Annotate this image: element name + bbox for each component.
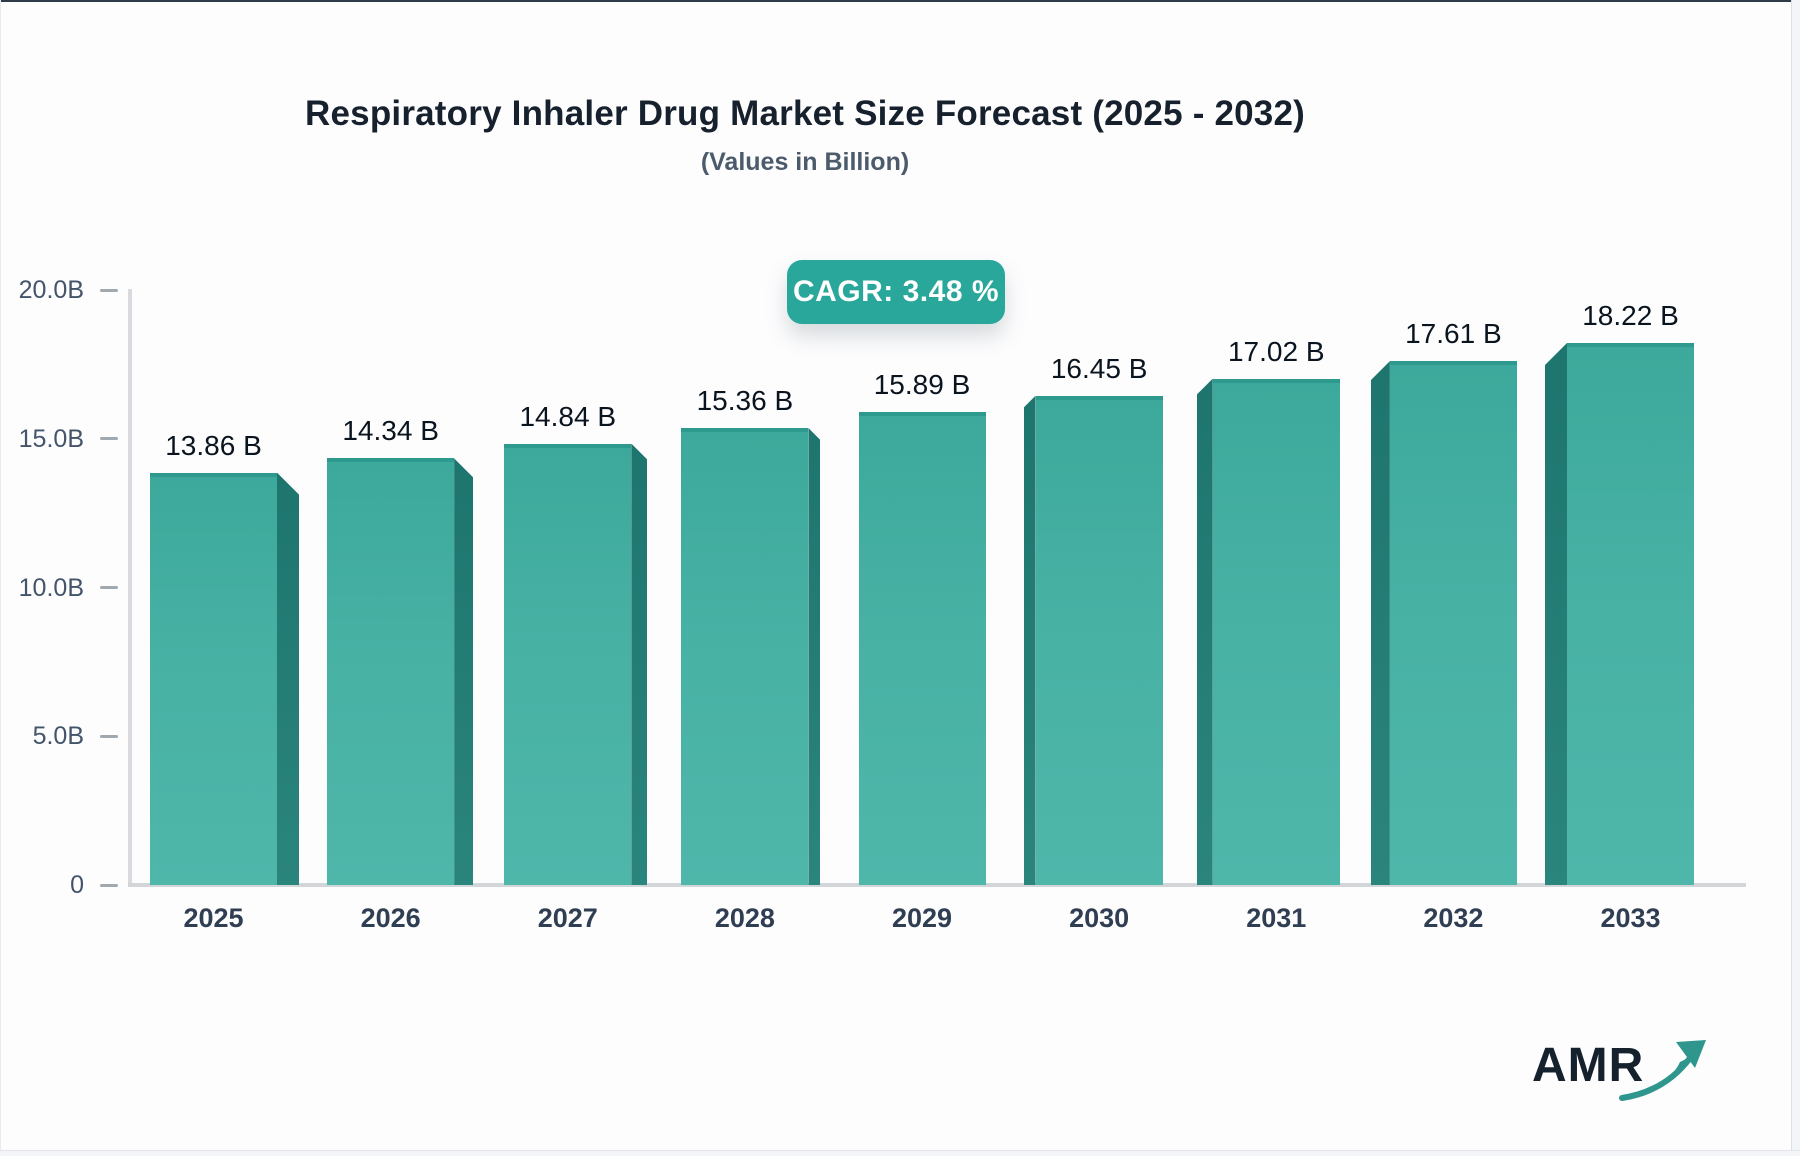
bar-side-3d bbox=[808, 428, 821, 885]
bar-2028 bbox=[681, 428, 821, 885]
bar-face bbox=[681, 428, 809, 885]
bar-side-3d bbox=[631, 443, 648, 885]
frame-right-edge bbox=[1791, 0, 1800, 1156]
y-tick-mark bbox=[100, 437, 118, 441]
bar-value-label: 17.61 B bbox=[1405, 318, 1502, 350]
frame-left-edge bbox=[0, 0, 1, 1156]
bar-value-label: 14.84 B bbox=[519, 400, 617, 432]
x-tick-label-2027: 2027 bbox=[537, 903, 598, 933]
bar-face bbox=[1567, 342, 1694, 885]
bar-face bbox=[1389, 361, 1517, 885]
bar-2030 bbox=[1023, 395, 1163, 885]
bar-2032 bbox=[1370, 361, 1517, 885]
y-tick-mark bbox=[100, 734, 118, 738]
y-tick-label: 0 bbox=[70, 871, 84, 899]
bar-value-label: 17.02 B bbox=[1227, 335, 1325, 367]
y-tick-mark bbox=[100, 883, 118, 887]
bar-2025 bbox=[150, 472, 299, 885]
bar-side-3d bbox=[277, 472, 299, 885]
bar-value-label: 13.86 B bbox=[165, 429, 262, 461]
bar-face bbox=[1035, 395, 1163, 885]
cagr-badge: CAGR: 3.48 % bbox=[787, 260, 1005, 324]
bar-value-label: 14.34 B bbox=[342, 415, 439, 447]
x-tick-label-2029: 2029 bbox=[891, 903, 953, 933]
y-tick-mark bbox=[100, 288, 118, 292]
bar-face bbox=[150, 472, 277, 885]
frame-bottom-edge bbox=[0, 1150, 1800, 1156]
bar-value-label: 15.36 B bbox=[696, 385, 794, 417]
bar-side-3d bbox=[1196, 378, 1213, 885]
x-tick-label-2025: 2025 bbox=[183, 903, 244, 933]
y-tick-label: 15.0B bbox=[18, 424, 84, 453]
x-axis-baseline bbox=[128, 883, 1746, 887]
bar-face bbox=[858, 412, 986, 885]
chart-subtitle: (Values in Billion) bbox=[700, 148, 910, 176]
y-tick-label: 10.0B bbox=[18, 573, 84, 602]
amr-logo-text: AMR bbox=[1532, 1039, 1645, 1092]
bar-side-3d bbox=[454, 458, 474, 885]
bar-2033 bbox=[1545, 342, 1694, 885]
bar-2029 bbox=[858, 412, 986, 885]
bar-2026 bbox=[327, 458, 474, 885]
y-axis-line bbox=[128, 289, 132, 886]
bar-value-label: 18.22 B bbox=[1582, 299, 1679, 331]
bar-value-label: 16.45 B bbox=[1050, 352, 1148, 384]
y-tick-label: 20.0B bbox=[18, 276, 84, 304]
x-tick-label-2032: 2032 bbox=[1423, 903, 1484, 933]
amr-logo-arrow-icon bbox=[1618, 1036, 1714, 1111]
x-tick-label-2033: 2033 bbox=[1600, 903, 1661, 933]
x-tick-label-2030: 2030 bbox=[1069, 903, 1130, 933]
y-tick-label: 5.0B bbox=[32, 722, 84, 751]
bar-2031 bbox=[1196, 378, 1340, 885]
bar-value-label: 15.89 B bbox=[873, 369, 971, 401]
x-tick-label-2031: 2031 bbox=[1246, 903, 1307, 933]
bar-side-3d bbox=[1545, 342, 1567, 885]
bar-side-3d bbox=[1023, 395, 1036, 885]
amr-logo: AMR bbox=[1532, 1038, 1706, 1108]
x-tick-label-2026: 2026 bbox=[360, 903, 421, 933]
bar-face bbox=[504, 443, 632, 885]
y-tick-mark bbox=[100, 586, 118, 589]
bar-2027 bbox=[504, 443, 648, 885]
x-tick-label-2028: 2028 bbox=[714, 903, 775, 933]
bar-face bbox=[327, 458, 455, 885]
bar-side-3d bbox=[1370, 361, 1390, 885]
chart-title: Respiratory Inhaler Drug Market Size For… bbox=[305, 94, 1305, 133]
frame-top-edge bbox=[0, 0, 1800, 2]
bar-face bbox=[1212, 378, 1340, 885]
